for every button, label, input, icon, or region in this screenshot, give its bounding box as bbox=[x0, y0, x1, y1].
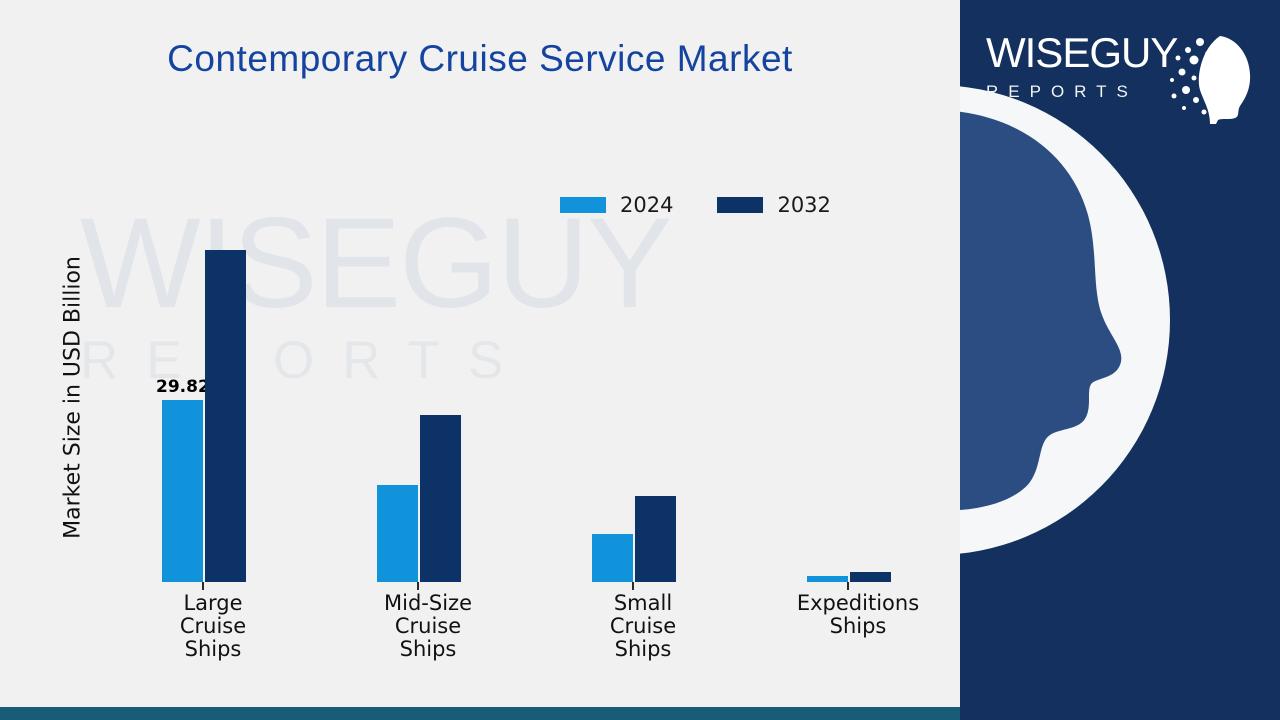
category-line: Ships bbox=[184, 637, 242, 662]
category-line: Cruise bbox=[609, 614, 677, 639]
bottom-accent-bar bbox=[0, 707, 960, 720]
bar-2032-mid-size-cruise-ships[interactable] bbox=[420, 415, 461, 582]
bar-group-mid-size-cruise-ships: Mid-Size Cruise Ships bbox=[373, 240, 483, 661]
category-line: Expeditions bbox=[796, 591, 920, 615]
bar-2032-large-cruise-ships[interactable] bbox=[205, 250, 246, 582]
logo-head-icon bbox=[1170, 36, 1251, 124]
plot-area: 29.82 Large Cruise Ships Mid-Size Cruise bbox=[110, 240, 940, 661]
brand-panel: WISEGUY REPORTS bbox=[960, 0, 1280, 720]
legend-label-2032: 2032 bbox=[777, 193, 831, 217]
chart-legend: 2024 2032 bbox=[560, 193, 831, 217]
category-line: Cruise bbox=[179, 614, 247, 639]
category-line: Mid-Size bbox=[384, 591, 472, 615]
axis-tick-large-cruise-ships bbox=[202, 582, 204, 590]
category-line: Ships bbox=[614, 637, 672, 662]
brand-logo: WISEGUY REPORTS bbox=[986, 32, 1256, 124]
bar-group-small-cruise-ships: Small Cruise Ships bbox=[588, 240, 698, 661]
bar-2024-expeditions-ships[interactable] bbox=[807, 576, 848, 582]
axis-tick-small-cruise-ships bbox=[632, 582, 634, 590]
brand-subword: REPORTS bbox=[986, 82, 1138, 101]
chart-panel: WISEGUY REPORTS Contemporary Cruise Serv… bbox=[0, 38, 960, 720]
category-line: Ships bbox=[399, 637, 457, 662]
category-label-large-cruise-ships: Large Cruise Ships bbox=[133, 591, 293, 662]
legend-item-2032[interactable]: 2032 bbox=[717, 193, 831, 217]
axis-tick-expeditions-ships bbox=[847, 582, 849, 590]
category-line: Cruise bbox=[394, 614, 462, 639]
category-label-small-cruise-ships: Small Cruise Ships bbox=[563, 591, 723, 662]
bar-2024-mid-size-cruise-ships[interactable] bbox=[377, 485, 418, 582]
y-axis-label: Market Size in USD Billion bbox=[60, 256, 86, 539]
legend-item-2024[interactable]: 2024 bbox=[560, 193, 673, 217]
page-title: Contemporary Cruise Service Market bbox=[167, 38, 793, 79]
bar-2024-large-cruise-ships[interactable]: 29.82 bbox=[156, 377, 210, 582]
bar-value-label-large-cruise-ships: 29.82 bbox=[156, 377, 210, 397]
category-line: Large bbox=[183, 591, 243, 615]
category-line: Small bbox=[613, 591, 673, 615]
axis-tick-mid-size-cruise-ships bbox=[417, 582, 419, 590]
legend-label-2024: 2024 bbox=[620, 193, 674, 217]
bar-2024-small-cruise-ships[interactable] bbox=[592, 534, 633, 582]
face-profile-icon bbox=[960, 111, 1122, 510]
legend-swatch-2024 bbox=[560, 197, 606, 213]
category-label-mid-size-cruise-ships: Mid-Size Cruise Ships bbox=[348, 591, 508, 662]
legend-swatch-2032 bbox=[717, 197, 764, 213]
bar-group-expeditions-ships: Expeditions Ships bbox=[797, 240, 919, 638]
bar-2032-expeditions-ships[interactable] bbox=[850, 572, 891, 582]
bar-2032-small-cruise-ships[interactable] bbox=[635, 496, 676, 582]
bar-group-large-cruise-ships: 29.82 Large Cruise Ships bbox=[156, 240, 268, 661]
category-label-expeditions-ships: Expeditions Ships bbox=[778, 591, 938, 639]
category-line: Ships bbox=[829, 614, 887, 639]
brand-wordmark: WISEGUY bbox=[986, 29, 1178, 76]
